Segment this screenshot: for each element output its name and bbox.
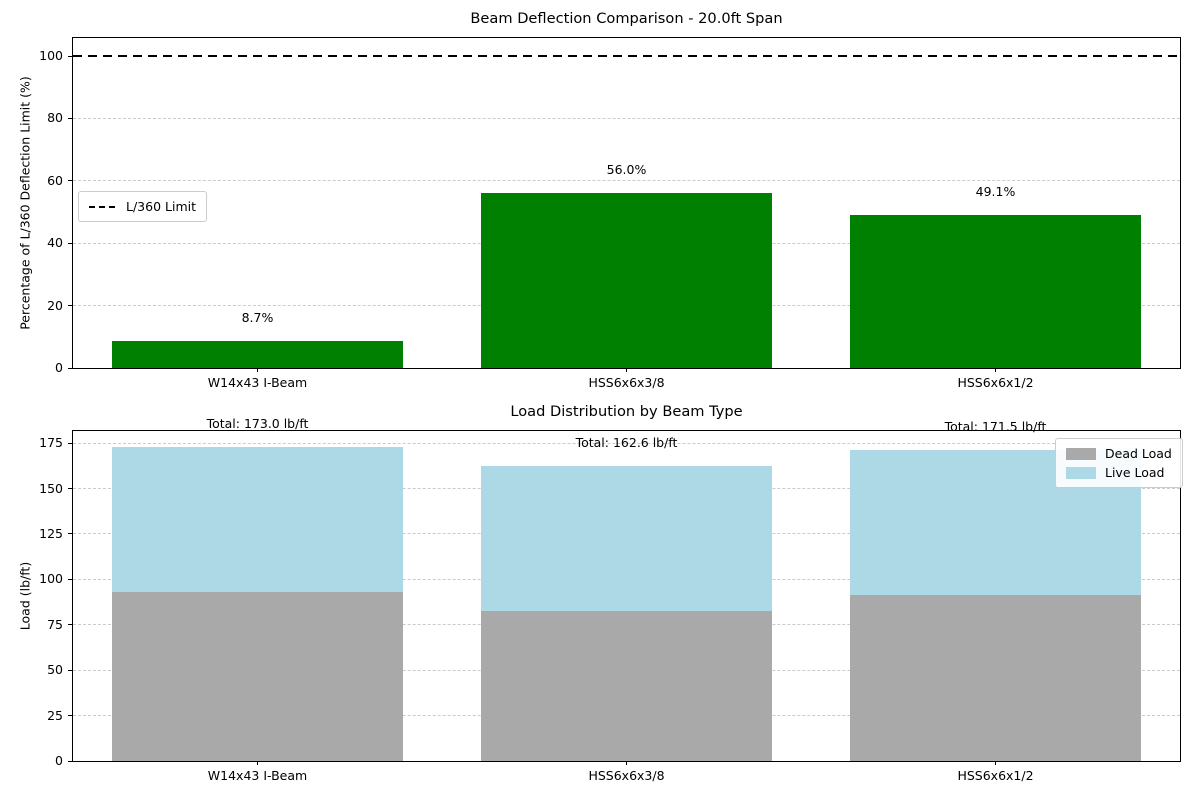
stacked-bar-segment [111, 592, 404, 761]
y-tick-mark [68, 305, 72, 307]
bar [849, 214, 1142, 368]
x-tick-mark [995, 761, 996, 765]
y-tick-label: 25 [47, 707, 63, 723]
x-tick-label: W14x43 I-Beam [207, 375, 308, 390]
y-tick-label: 0 [55, 753, 63, 768]
x-tick-label: HSS6x6x3/8 [588, 375, 665, 390]
x-tick-label: HSS6x6x1/2 [957, 768, 1034, 783]
gridline [73, 117, 1180, 119]
dead-load-swatch [1066, 447, 1096, 460]
y-tick-mark [68, 533, 72, 535]
dashed-line-swatch [89, 205, 117, 208]
y-tick-label: 60 [47, 172, 63, 188]
deflection-chart-plot: L/360 Limit 0 20 40 60 80 100 8.7% W14x43 I-Bea… [39, 37, 1181, 390]
y-tick-label: 50 [47, 662, 63, 678]
load-chart-title: Load Distribution by Beam Type [510, 403, 743, 420]
bar [480, 193, 773, 368]
y-tick-label: 175 [39, 435, 63, 451]
y-tick-mark [68, 180, 72, 182]
legend-item-dead-load: Dead Load [1066, 444, 1172, 463]
y-tick-mark [68, 760, 72, 762]
y-tick-label: 100 [39, 571, 63, 587]
gridline [73, 442, 1180, 444]
total-label: Total: 173.0 lb/ft [206, 415, 309, 431]
y-tick-label: 125 [39, 525, 63, 541]
total-label: Total: 171.5 lb/ft [944, 418, 1047, 434]
x-tick-mark [257, 368, 258, 372]
y-tick-label: 100 [39, 48, 63, 64]
load-chart-plot: Dead Load Live Load 0 25 50 75 100 125 150 175 T… [39, 416, 1183, 783]
y-tick-label: 80 [47, 110, 63, 126]
stacked-bar-segment [480, 610, 773, 761]
gridline [73, 180, 1180, 182]
y-tick-mark [68, 578, 72, 580]
y-tick-label: 0 [55, 360, 63, 375]
y-tick-label: 40 [47, 235, 63, 251]
x-tick-label: HSS6x6x1/2 [957, 375, 1034, 390]
stacked-bar-segment [480, 465, 773, 611]
x-tick-label: HSS6x6x3/8 [588, 768, 665, 783]
y-tick-label: 20 [47, 297, 63, 313]
deflection-chart-legend: L/360 Limit [78, 191, 207, 222]
deflection-chart-title: Beam Deflection Comparison - 20.0ft Span [470, 10, 783, 27]
bar [111, 340, 404, 368]
total-label: Total: 162.6 lb/ft [575, 434, 678, 450]
live-load-swatch [1066, 466, 1096, 479]
legend-item-live-load: Live Load [1066, 463, 1172, 482]
y-tick-label: 150 [39, 480, 63, 496]
y-tick-mark [68, 367, 72, 369]
legend-label-live-load: Live Load [1105, 465, 1165, 480]
legend-label-dead-load: Dead Load [1105, 446, 1172, 461]
y-tick-mark [68, 624, 72, 626]
x-tick-mark [995, 368, 996, 372]
bar-value-label: 49.1% [975, 183, 1016, 199]
bar-value-label: 8.7% [241, 309, 274, 325]
x-tick-mark [257, 761, 258, 765]
y-tick-mark [68, 442, 72, 444]
stacked-bar-segment [849, 594, 1142, 761]
y-tick-mark [68, 242, 72, 244]
y-tick-mark [68, 715, 72, 717]
load-chart-legend: Dead Load Live Load [1055, 438, 1183, 488]
x-tick-label: W14x43 I-Beam [207, 768, 308, 783]
y-tick-mark [68, 669, 72, 671]
x-tick-mark [626, 761, 627, 765]
bar-value-label: 56.0% [606, 162, 647, 178]
limit-line [73, 55, 1180, 58]
y-tick-mark [68, 55, 72, 57]
y-tick-mark [68, 117, 72, 119]
y-tick-mark [68, 488, 72, 490]
legend-item-l360-limit: L/360 Limit [89, 197, 196, 216]
stacked-bar-segment [111, 446, 404, 593]
legend-label-l360-limit: L/360 Limit [126, 199, 196, 214]
y-tick-label: 75 [47, 616, 63, 632]
x-tick-mark [626, 368, 627, 372]
